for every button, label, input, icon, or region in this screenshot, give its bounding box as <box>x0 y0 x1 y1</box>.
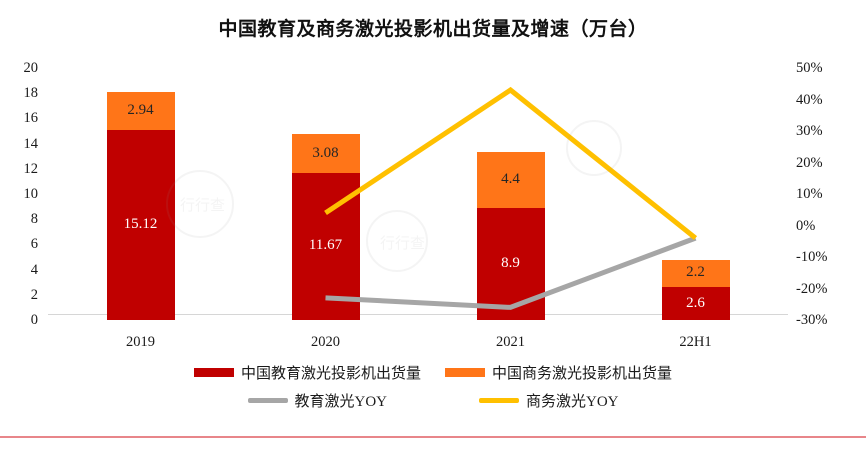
legend-label: 教育激光YOY <box>294 393 388 410</box>
y-axis-left-tick: 18 <box>23 84 39 101</box>
chart-title: 中国教育及商务激光投影机出货量及增速（万台） <box>218 19 648 40</box>
x-axis-tick: 2020 <box>311 334 340 350</box>
legend-label: 中国教育激光投影机出货量 <box>240 365 421 382</box>
bottom-divider <box>0 436 866 438</box>
y-axis-right-tick: 40% <box>796 91 823 108</box>
y-axis-left-tick: 16 <box>23 110 39 127</box>
y-axis-left: 20 18 16 14 12 10 8 6 4 2 0 <box>0 59 39 328</box>
plot-area: 15.12 2.94 11.67 3.08 8.9 4.4 2.6 2.2 行行查 行行查 <box>48 62 788 326</box>
bar-segment[interactable]: 11.67 <box>291 172 360 320</box>
chart-legend: 中国教育激光投影机出货量 中国商务激光投影机出货量教育激光YOY 商务激光YOY <box>0 358 866 414</box>
axis-baseline <box>48 314 788 315</box>
legend-label: 中国商务激光投影机出货量 <box>492 365 673 382</box>
watermark-text: 行行查 <box>180 198 226 214</box>
legend-item[interactable]: 中国商务激光投影机出货量 <box>445 362 672 383</box>
y-axis-right: 50% 40% 30% 20% 10% 0% -10% -20% -30% <box>796 59 862 328</box>
y-axis-right-tick: 20% <box>796 154 823 171</box>
bar-segment[interactable]: 2.6 <box>661 287 730 320</box>
bar-value-label: 3.08 <box>312 144 339 161</box>
legend-item[interactable]: 中国教育激光投影机出货量 <box>193 362 421 383</box>
y-axis-right-tick: -20% <box>796 280 828 297</box>
x-axis: 2019 2020 2021 22H1 <box>48 330 788 356</box>
bar-segment[interactable]: 4.4 <box>476 152 545 208</box>
bar-value-label: 15.12 <box>123 215 158 232</box>
y-axis-left-tick: 12 <box>23 160 39 177</box>
x-axis-tick: 22H1 <box>679 334 712 350</box>
bar-segment[interactable]: 15.12 <box>106 129 175 320</box>
bar-value-label: 11.67 <box>308 237 343 254</box>
legend-color-swatch <box>445 367 485 377</box>
y-axis-right-tick: 50% <box>796 59 823 76</box>
watermark-ring <box>366 210 428 272</box>
watermark-ring <box>566 120 622 176</box>
legend-line-swatch <box>247 397 288 403</box>
y-axis-right-tick: 0% <box>796 217 816 234</box>
y-axis-left-tick: 2 <box>30 286 38 303</box>
legend-color-swatch <box>193 367 234 377</box>
y-axis-left-tick: 0 <box>30 311 38 328</box>
watermark-text: 行行查 <box>380 236 426 252</box>
bar-value-label: 2.94 <box>127 101 154 118</box>
y-axis-left-tick: 14 <box>23 135 39 152</box>
bar-stack[interactable]: 11.67 3.08 <box>291 134 360 320</box>
y-axis-right-tick: -30% <box>796 311 828 328</box>
legend-line-swatch <box>479 397 519 403</box>
y-axis-left-tick: 10 <box>23 185 39 202</box>
bar-segment[interactable]: 2.94 <box>106 92 175 130</box>
legend-item[interactable]: 教育激光YOY <box>247 390 388 411</box>
y-axis-left-tick: 4 <box>30 261 38 278</box>
y-axis-left-tick: 20 <box>23 59 39 76</box>
x-axis-tick: 2019 <box>126 334 155 350</box>
y-axis-left-tick: 8 <box>30 210 38 227</box>
bar-value-label: 8.9 <box>501 254 520 271</box>
bar-segment[interactable]: 2.2 <box>661 259 730 288</box>
bar-stack[interactable]: 2.6 2.2 <box>661 259 730 320</box>
bar-segment[interactable]: 8.9 <box>476 207 545 320</box>
legend-row: 教育激光YOY 商务激光YOY <box>0 386 866 414</box>
bar-stack[interactable]: 8.9 4.4 <box>476 152 545 320</box>
y-axis-right-tick: 30% <box>796 122 823 139</box>
watermark-ring <box>166 170 234 238</box>
legend-row: 中国教育激光投影机出货量 中国商务激光投影机出货量 <box>0 358 866 386</box>
bar-value-label: 4.4 <box>501 171 520 188</box>
x-axis-tick: 2021 <box>496 334 525 350</box>
legend-item[interactable]: 商务激光YOY <box>479 390 619 411</box>
bar-value-label: 2.2 <box>686 264 705 281</box>
bar-stack[interactable]: 15.12 2.94 <box>106 92 175 320</box>
bar-value-label: 2.6 <box>686 294 705 311</box>
bar-segment[interactable]: 3.08 <box>291 134 360 173</box>
y-axis-left-tick: 6 <box>30 236 38 253</box>
legend-label: 商务激光YOY <box>526 393 619 410</box>
y-axis-right-tick: 10% <box>796 185 823 202</box>
y-axis-right-tick: -10% <box>796 248 828 265</box>
